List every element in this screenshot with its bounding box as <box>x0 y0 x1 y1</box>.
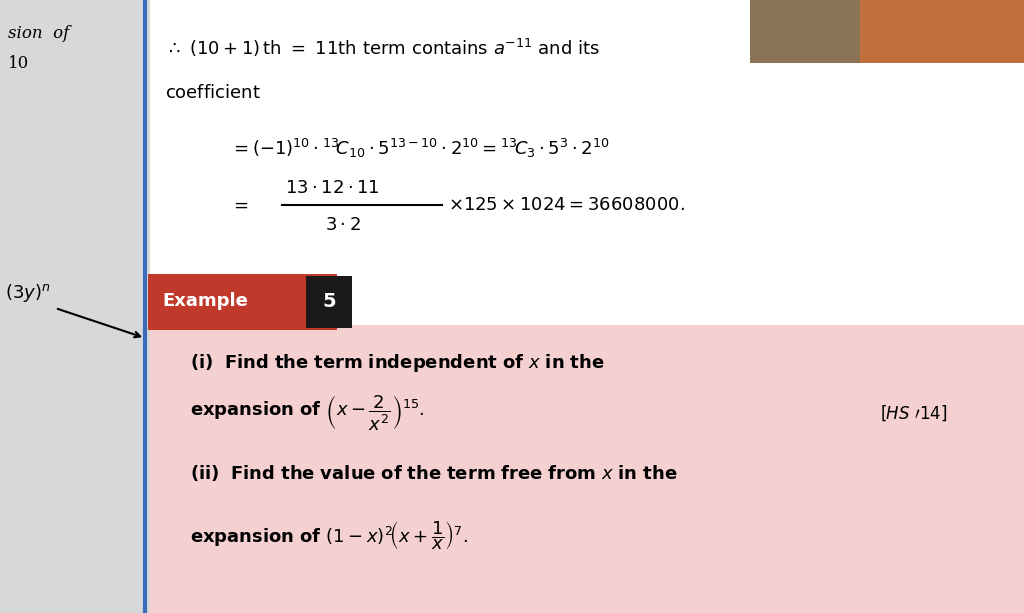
FancyBboxPatch shape <box>148 274 337 330</box>
FancyBboxPatch shape <box>850 0 1024 63</box>
FancyBboxPatch shape <box>150 325 1024 613</box>
Text: $\mathbf{(i)}$ $\mathbf{\ Find\ the\ term\ independent\ of\ }$$\mathbf{\mathit{x: $\mathbf{(i)}$ $\mathbf{\ Find\ the\ ter… <box>190 352 604 374</box>
Text: $(3y)^n$: $(3y)^n$ <box>5 282 50 304</box>
Text: $\therefore \ (10+1)\,\mathrm{th} \ = \ 11\mathrm{th\ term\ contains\ }a^{-11}\m: $\therefore \ (10+1)\,\mathrm{th} \ = \ … <box>165 37 600 59</box>
Text: sion  of: sion of <box>8 25 70 42</box>
Text: Example: Example <box>162 292 248 311</box>
Text: $\mathbf{expansion\ of\ }\left(x-\dfrac{2}{x^2}\right)^{15}.$: $\mathbf{expansion\ of\ }\left(x-\dfrac{… <box>190 394 425 433</box>
Text: $3\cdot 2$: $3\cdot 2$ <box>325 216 360 234</box>
FancyBboxPatch shape <box>306 276 352 328</box>
FancyBboxPatch shape <box>145 0 1024 613</box>
Text: $\mathrm{coefficient}$: $\mathrm{coefficient}$ <box>165 84 261 102</box>
Text: $\mathbf{expansion\ of\ }(1-x)^2\!\left(x+\dfrac{1}{x}\right)^7.$: $\mathbf{expansion\ of\ }(1-x)^2\!\left(… <box>190 519 468 552</box>
FancyBboxPatch shape <box>0 0 150 613</box>
Text: $=$: $=$ <box>230 196 249 214</box>
Text: $\times 125\times 1024=36608000.$: $\times 125\times 1024=36608000.$ <box>449 196 685 214</box>
Text: $13\cdot 12\cdot 11$: $13\cdot 12\cdot 11$ <box>285 179 380 197</box>
Text: $\mathbf{(ii)\ \ Find\ the\ value\ of\ the\ term\ free\ from\ }\mathbf{\mathit{x: $\mathbf{(ii)\ \ Find\ the\ value\ of\ t… <box>190 463 678 483</box>
Text: 5: 5 <box>323 292 336 311</box>
Text: 10: 10 <box>8 55 30 72</box>
Text: $=(-1)^{10}\cdot{}^{13}\!C_{10}\cdot 5^{13-10}\cdot 2^{10}={}^{13}\!C_3\cdot 5^3: $=(-1)^{10}\cdot{}^{13}\!C_{10}\cdot 5^{… <box>230 137 609 159</box>
Text: $[HS\ \prime 14]$: $[HS\ \prime 14]$ <box>880 403 947 423</box>
FancyBboxPatch shape <box>750 0 860 63</box>
